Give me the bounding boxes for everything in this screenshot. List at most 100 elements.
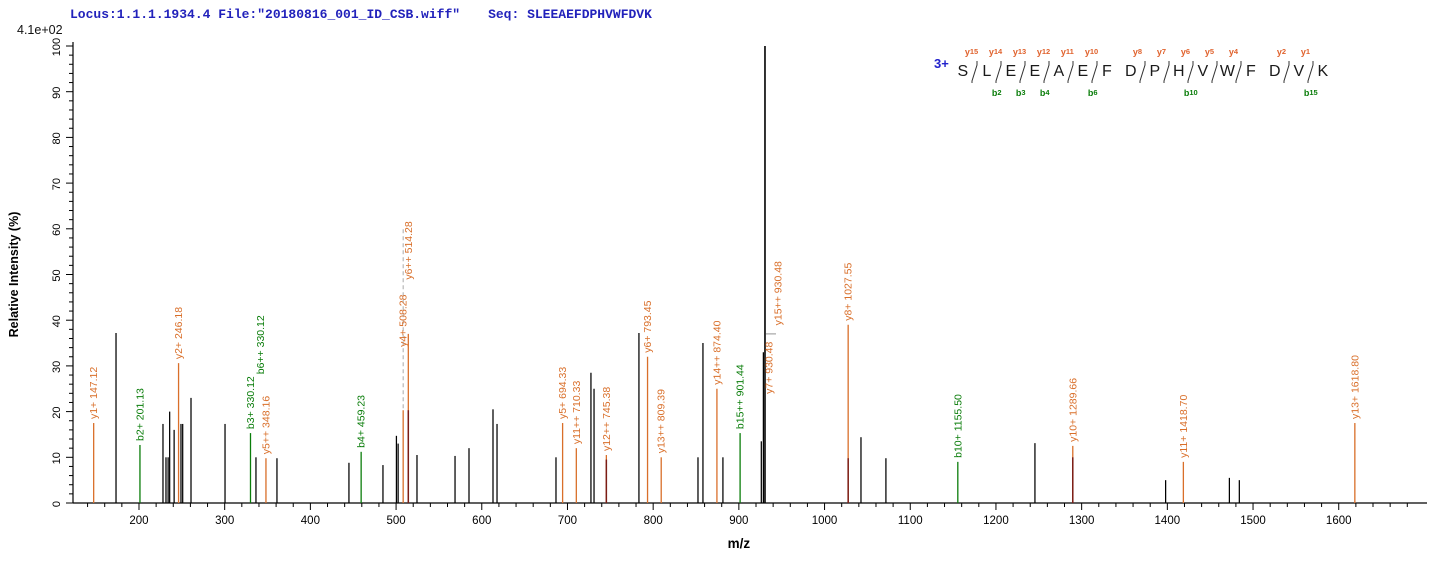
b-ion-marker: b4 bbox=[1039, 88, 1050, 98]
cleavage-gap-11: y5 bbox=[1205, 47, 1220, 84]
residue-9-P: P bbox=[1149, 63, 1161, 80]
x-tick-label: 200 bbox=[129, 515, 148, 527]
cleavage-gap-7 bbox=[1114, 60, 1124, 84]
ion-peak-label: y2+ 246.18 bbox=[173, 307, 185, 359]
residue-11-V: V bbox=[1197, 63, 1209, 80]
cleavage-mark bbox=[1235, 61, 1242, 83]
cleavage-gap-3: y13 b3 bbox=[1013, 47, 1028, 98]
y-tick-label: 30 bbox=[51, 361, 63, 373]
residue-7-F: F bbox=[1101, 63, 1112, 80]
y-ion-marker: y1 bbox=[1300, 47, 1311, 57]
cleavage-gap-1: y15 bbox=[965, 47, 980, 84]
cleavage-mark bbox=[1019, 61, 1026, 83]
y-ion-marker: y12 bbox=[1036, 47, 1051, 57]
ion-peak-label: y11++ 710.33 bbox=[571, 381, 583, 445]
y-tick-label: 80 bbox=[51, 132, 63, 144]
x-tick-label: 1500 bbox=[1240, 515, 1266, 527]
x-tick-label: 900 bbox=[729, 515, 748, 527]
x-tick-label: 1100 bbox=[898, 515, 923, 527]
ion-peak-label: y5+ 694.33 bbox=[557, 367, 569, 419]
residue-3-E: E bbox=[1005, 63, 1017, 80]
y-ion-marker: y15 bbox=[964, 47, 979, 57]
ion-peak-label: b3+ 330.12 bbox=[245, 376, 257, 429]
x-tick-label: 1000 bbox=[812, 515, 838, 527]
cleavage-gap-15: y1 b15 bbox=[1301, 47, 1318, 98]
cleavage-mark bbox=[971, 61, 978, 83]
ion-peak-label: y6+ 793.45 bbox=[642, 300, 654, 352]
cleavage-mark bbox=[1043, 61, 1050, 83]
y-tick-label: 70 bbox=[51, 178, 63, 190]
cleavage-mark bbox=[1139, 61, 1146, 83]
y-tick-label: 40 bbox=[51, 315, 63, 327]
b-ion-marker: b10 bbox=[1183, 88, 1198, 98]
ion-peak-label: y12++ 745.38 bbox=[601, 387, 613, 451]
x-tick-label: 600 bbox=[472, 515, 491, 527]
y-tick-label: 50 bbox=[51, 269, 63, 281]
y-ion-marker: y10 bbox=[1084, 47, 1099, 57]
y-ion-marker: y6 bbox=[1180, 47, 1191, 57]
x-tick-label: 1400 bbox=[1155, 515, 1181, 527]
b-ion-marker: b6 bbox=[1087, 88, 1098, 98]
cleavage-mark bbox=[1307, 61, 1314, 83]
ion-peak-label: y7+ 930.48 bbox=[763, 341, 775, 393]
residue-6-E: E bbox=[1077, 63, 1089, 80]
residue-13-F: F bbox=[1245, 63, 1256, 80]
y-tick-label: 90 bbox=[51, 87, 63, 99]
b-ion-marker: b3 bbox=[1015, 88, 1026, 98]
y-ion-marker: y11 bbox=[1060, 47, 1074, 57]
x-tick-label: 1600 bbox=[1326, 515, 1352, 527]
y-tick-label: 10 bbox=[51, 452, 63, 464]
precursor-charge: 3+ bbox=[934, 56, 949, 71]
cleavage-gap-14: y2 bbox=[1277, 47, 1292, 84]
ion-peak-label: y13+ 1618.80 bbox=[1349, 355, 1361, 419]
residue-16-K: K bbox=[1317, 63, 1329, 80]
y-tick-label: 20 bbox=[51, 406, 63, 418]
residue-1-S: S bbox=[957, 63, 969, 80]
cleavage-gap-9: y7 bbox=[1157, 47, 1172, 84]
cleavage-gap-12: y4 bbox=[1229, 47, 1244, 84]
ion-peak-label: y5++ 348.16 bbox=[260, 396, 272, 455]
residue-15-V: V bbox=[1293, 63, 1305, 80]
x-tick-label: 300 bbox=[215, 515, 234, 527]
header-locus-file: Locus:1.1.1.1934.4 File:"20180816_001_ID… bbox=[70, 7, 461, 22]
cleavage-gap-2: y14 b2 bbox=[989, 47, 1004, 98]
cleavage-gap-8: y8 bbox=[1133, 47, 1148, 84]
cleavage-mark bbox=[1091, 61, 1098, 83]
intensity-scale-label: 4.1e+02 bbox=[17, 23, 63, 37]
y-ion-marker: y7 bbox=[1156, 47, 1167, 57]
x-tick-label: 800 bbox=[644, 515, 663, 527]
y-axis-title: Relative Intensity (%) bbox=[7, 212, 21, 338]
cleavage-mark bbox=[1067, 61, 1074, 83]
ion-peak-label: y11+ 1418.70 bbox=[1178, 395, 1190, 458]
ion-peak-label: y6++ 514.28 bbox=[403, 221, 415, 280]
cleavage-mark bbox=[1163, 61, 1170, 83]
ion-peak-label: y8+ 1027.55 bbox=[843, 263, 855, 321]
y-ion-marker: y13 bbox=[1012, 47, 1027, 57]
b-ion-marker: b15 bbox=[1303, 88, 1318, 98]
ion-peak-label: b4+ 459.23 bbox=[356, 395, 368, 448]
cleavage-mark bbox=[1187, 61, 1194, 83]
cleavage-mark bbox=[1211, 61, 1218, 83]
ion-peak-label: y14++ 874.40 bbox=[711, 320, 723, 384]
x-tick-label: 1300 bbox=[1069, 515, 1095, 527]
cleavage-gap-6: y10 b6 bbox=[1085, 47, 1100, 98]
ion-peak-label: b6++ 330.12 bbox=[255, 315, 267, 374]
y-tick-label: 0 bbox=[51, 501, 63, 507]
residue-4-E: E bbox=[1029, 63, 1041, 80]
residue-10-H: H bbox=[1173, 63, 1185, 80]
header-seq: Seq: SLEEAEFDPHVWFDVK bbox=[488, 7, 652, 22]
residue-14-D: D bbox=[1269, 63, 1281, 80]
ion-peak-label: y13++ 809.39 bbox=[656, 389, 668, 453]
ion-peak-label: b2+ 201.13 bbox=[134, 388, 146, 441]
header-line: Locus:1.1.1.1934.4 File:"20180816_001_ID… bbox=[70, 7, 652, 22]
y-ion-marker: y8 bbox=[1132, 47, 1143, 57]
x-tick-label: 700 bbox=[558, 515, 577, 527]
residue-2-L: L bbox=[982, 63, 992, 80]
x-tick-label: 500 bbox=[386, 515, 405, 527]
ion-peak-label: y15++ 930.48 bbox=[772, 261, 784, 325]
cleavage-gap-4: y12 b4 bbox=[1037, 47, 1052, 98]
b-ion-marker: b2 bbox=[991, 88, 1002, 98]
